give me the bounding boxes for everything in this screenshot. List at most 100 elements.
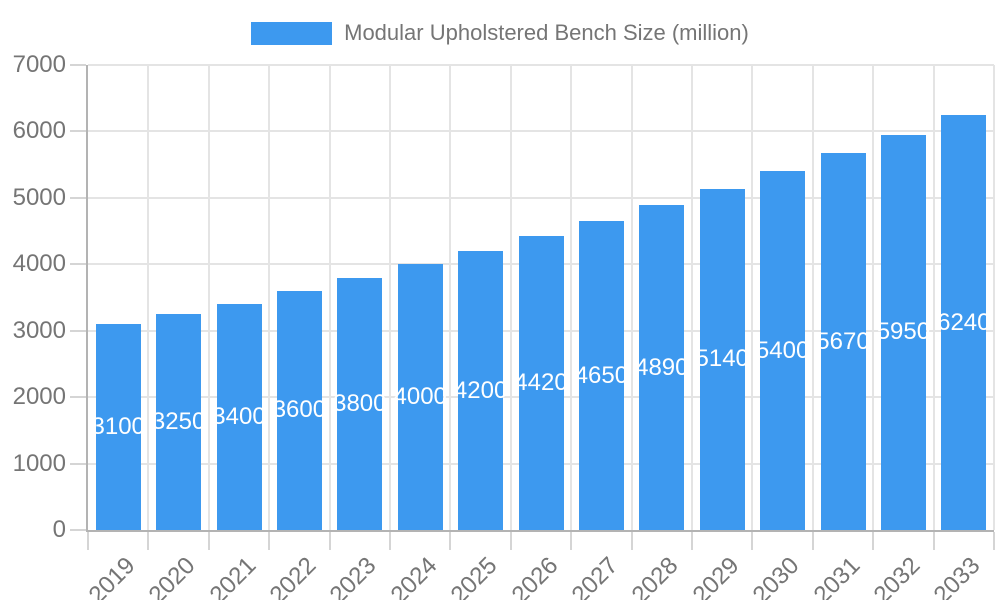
x-axis-tick bbox=[932, 532, 935, 550]
x-axis-label-text: 2029 bbox=[687, 552, 745, 600]
x-grid-line bbox=[570, 65, 573, 530]
bar-value-label: 3800 bbox=[333, 389, 387, 417]
x-grid-line bbox=[811, 65, 814, 530]
bar-value-label: 5140 bbox=[695, 345, 749, 373]
x-axis-tick bbox=[630, 532, 633, 550]
y-axis-label: 3000 bbox=[12, 316, 66, 344]
plot-area: 0 1000 2000 3000 4000 5000 6000 7000 3100 2019 325… bbox=[13, 52, 995, 600]
x-axis-label-text: 2031 bbox=[808, 552, 866, 600]
bar-2029[interactable] bbox=[699, 188, 745, 530]
x-axis-tick bbox=[691, 532, 693, 550]
x-grid-line bbox=[207, 65, 210, 530]
bar-2027[interactable] bbox=[578, 221, 624, 530]
bar-2022[interactable] bbox=[276, 290, 322, 530]
x-axis-tick bbox=[389, 532, 391, 550]
legend[interactable]: Modular Upholstered Bench Size (million) bbox=[0, 20, 1000, 46]
x-axis-label-text: 2020 bbox=[143, 552, 201, 600]
y-axis-tick bbox=[70, 130, 86, 133]
bar-2020[interactable] bbox=[156, 314, 202, 530]
x-axis-tick bbox=[207, 532, 210, 550]
x-grid-line bbox=[630, 65, 633, 530]
bar-2032[interactable] bbox=[880, 134, 926, 530]
x-grid-line bbox=[389, 65, 391, 530]
bar-2031[interactable] bbox=[820, 153, 866, 530]
y-axis-label: 6000 bbox=[12, 117, 66, 145]
bar-2030[interactable] bbox=[760, 171, 806, 530]
bar-2019[interactable] bbox=[95, 324, 141, 530]
bar-value-label: 4000 bbox=[393, 383, 447, 411]
bar-value-label: 3600 bbox=[272, 396, 327, 424]
y-axis-line bbox=[86, 65, 88, 532]
x-axis-tick bbox=[751, 532, 754, 550]
y-axis-label: 0 bbox=[52, 516, 66, 543]
y-axis-label: 5000 bbox=[12, 183, 66, 211]
x-grid-line bbox=[509, 65, 512, 530]
x-grid-line bbox=[147, 65, 150, 530]
x-grid-line bbox=[449, 65, 452, 530]
y-axis-tick bbox=[70, 329, 86, 332]
x-axis-label-text: 2021 bbox=[204, 552, 262, 600]
x-grid-line bbox=[993, 65, 995, 530]
x-axis-tick bbox=[449, 532, 452, 550]
y-grid-line bbox=[88, 196, 994, 199]
y-grid-line bbox=[88, 130, 994, 133]
y-axis-tick bbox=[70, 196, 86, 199]
y-axis-tick bbox=[70, 396, 86, 399]
x-axis-tick bbox=[509, 532, 512, 550]
x-grid-line bbox=[932, 65, 935, 530]
bar-2033[interactable] bbox=[941, 115, 987, 530]
y-grid-line bbox=[88, 64, 994, 66]
x-grid-line bbox=[328, 65, 331, 530]
x-axis-label-text: 2027 bbox=[566, 552, 624, 600]
bar-2021[interactable] bbox=[216, 304, 262, 530]
x-axis-label-text: 2028 bbox=[627, 552, 684, 600]
x-axis-label-text: 2033 bbox=[929, 552, 986, 600]
y-axis-tick bbox=[70, 529, 86, 531]
y-axis-label: 2000 bbox=[12, 383, 66, 411]
bar-value-label: 5670 bbox=[816, 327, 870, 355]
x-axis-label-text: 2022 bbox=[264, 552, 322, 600]
x-axis-label-text: 2019 bbox=[83, 552, 141, 600]
y-axis-label: 1000 bbox=[12, 449, 66, 477]
x-grid-line bbox=[691, 65, 693, 530]
bar-value-label: 4650 bbox=[574, 361, 629, 389]
x-axis-tick bbox=[268, 532, 271, 550]
x-axis-line bbox=[86, 530, 994, 532]
bar-2028[interactable] bbox=[639, 205, 685, 530]
x-grid-line bbox=[268, 65, 271, 530]
x-grid-line bbox=[872, 65, 875, 530]
bar-2024[interactable] bbox=[397, 264, 443, 530]
y-axis-label: 7000 bbox=[12, 51, 66, 78]
bar-value-label: 3100 bbox=[91, 413, 145, 441]
x-axis-label-text: 2023 bbox=[325, 552, 382, 600]
x-axis-label-text: 2024 bbox=[385, 552, 443, 600]
legend-swatch-icon bbox=[251, 21, 333, 45]
x-axis-label-text: 2030 bbox=[747, 552, 805, 600]
x-axis-tick bbox=[328, 532, 331, 550]
bar-value-label: 5400 bbox=[755, 336, 810, 364]
y-axis-label: 4000 bbox=[12, 250, 66, 278]
x-axis-label-text: 2032 bbox=[868, 552, 926, 600]
y-axis-tick bbox=[70, 64, 86, 66]
x-axis-tick bbox=[570, 532, 573, 550]
bar-value-label: 6240 bbox=[937, 308, 991, 336]
y-axis-tick bbox=[70, 462, 86, 465]
bar-2025[interactable] bbox=[458, 251, 504, 530]
bar-value-label: 3250 bbox=[151, 408, 206, 436]
x-axis-label-text: 2025 bbox=[445, 552, 503, 600]
y-axis-tick bbox=[70, 263, 86, 266]
x-axis-tick bbox=[87, 532, 89, 550]
x-grid-line bbox=[751, 65, 754, 530]
bar-value-label: 5950 bbox=[876, 318, 931, 346]
legend-label: Modular Upholstered Bench Size (million) bbox=[344, 20, 749, 45]
bar-value-label: 4890 bbox=[635, 353, 689, 381]
x-axis-tick bbox=[993, 532, 995, 550]
bar-value-label: 3400 bbox=[212, 403, 266, 431]
x-axis-tick bbox=[811, 532, 814, 550]
x-axis-tick bbox=[872, 532, 875, 550]
bar-2026[interactable] bbox=[518, 236, 564, 530]
bar-value-label: 4200 bbox=[453, 376, 508, 404]
bar-2023[interactable] bbox=[337, 277, 383, 530]
x-axis-label-text: 2026 bbox=[506, 552, 564, 600]
